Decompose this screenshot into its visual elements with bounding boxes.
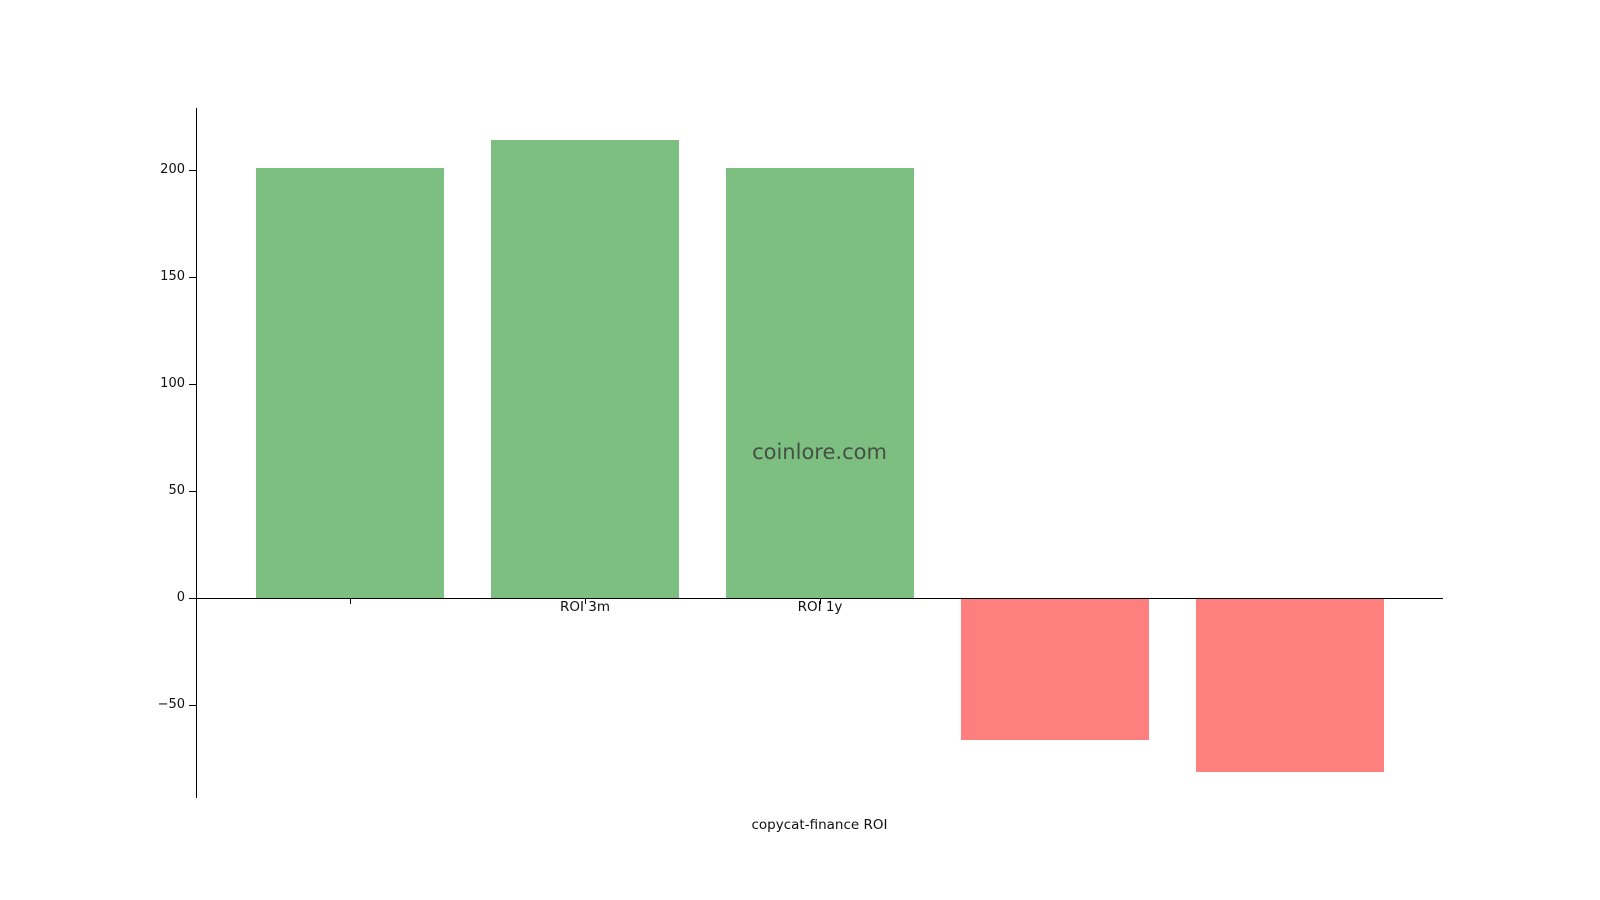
y-tick-mark [189,491,196,492]
y-tick-mark [189,170,196,171]
y-tick-label: 200 [160,162,185,177]
bar [726,168,914,598]
x-tick-mark [820,599,821,604]
y-tick-mark [189,598,196,599]
y-axis-line [196,108,197,798]
y-tick-label: 50 [168,483,185,498]
x-tick-label: ROI 3m [559,599,611,615]
y-tick-label: 150 [160,269,185,284]
bar [1196,599,1384,772]
y-tick-label: 0 [176,590,185,605]
x-tick-mark [350,599,351,604]
x-tick-label: ROI 1y [797,599,843,615]
x-axis-line [196,598,1443,599]
watermark: coinlore.com [752,440,887,464]
y-tick-label: 100 [160,376,185,391]
bar [256,168,444,598]
y-tick-mark [189,705,196,706]
y-tick-label: −50 [157,697,185,712]
x-axis-title: copycat-finance ROI [751,817,888,833]
bar [961,599,1149,740]
y-tick-mark [189,277,196,278]
bar [491,140,679,598]
x-tick-mark [585,599,586,604]
y-tick-mark [189,384,196,385]
